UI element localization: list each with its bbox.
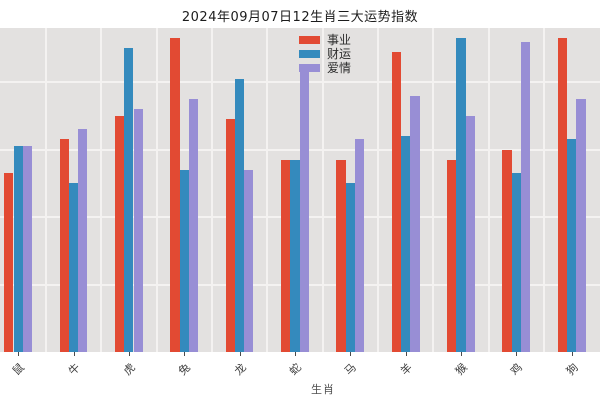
x-tick-label-鸡: 鸡 [508, 360, 526, 378]
vertical-gridline [321, 28, 324, 352]
bar-事业-猴 [447, 159, 457, 352]
bar-事业-鸡 [502, 149, 512, 352]
x-axis: 生肖 鼠 牛 虎 兔 龙 蛇 马 羊 猴 鸡 狗 [0, 352, 600, 400]
x-tick-label-猴: 猴 [452, 360, 470, 378]
x-tick-label-牛: 牛 [65, 360, 83, 378]
vertical-gridline [543, 28, 546, 352]
bar-爱情-龙 [244, 169, 254, 352]
bar-爱情-鼠 [22, 146, 33, 352]
x-tick-label-马: 马 [342, 360, 360, 378]
x-tick-mark [128, 352, 130, 356]
x-tick-mark [18, 352, 20, 356]
x-tick-mark [461, 352, 462, 356]
bar-事业-蛇 [280, 159, 291, 352]
legend-label-wealth: 财运 [327, 47, 352, 61]
career-color-swatch [299, 36, 320, 44]
x-tick-mark [294, 352, 296, 356]
x-tick-mark [239, 352, 241, 356]
vertical-gridline [100, 28, 103, 352]
bar-事业-鼠 [4, 173, 14, 352]
x-tick-label-羊: 羊 [397, 360, 415, 378]
x-tick-mark [73, 352, 75, 356]
bar-财运-鼠 [13, 146, 23, 352]
bar-财运-狗 [567, 139, 577, 352]
bar-事业-羊 [391, 51, 401, 352]
x-tick-mark [405, 352, 407, 356]
bar-事业-狗 [557, 38, 567, 352]
bar-财运-牛 [68, 183, 79, 352]
bar-爱情-虎 [133, 109, 143, 352]
vertical-gridline [432, 28, 435, 352]
legend-item-love: 爱情 [299, 61, 351, 75]
bar-财运-鸡 [511, 173, 521, 352]
wealth-color-swatch [299, 50, 320, 58]
chart-legend: 事业 财运 爱情 [299, 33, 351, 75]
bar-爱情-猴 [465, 115, 475, 352]
bar-爱情-蛇 [299, 71, 309, 352]
x-tick-label-兔: 兔 [176, 360, 194, 378]
legend-item-wealth: 财运 [299, 47, 351, 61]
x-tick-label-狗: 狗 [563, 360, 581, 378]
bar-财运-兔 [179, 169, 189, 352]
x-tick-label-鼠: 鼠 [10, 360, 28, 378]
bar-爱情-鸡 [520, 41, 531, 352]
bar-财运-马 [345, 183, 355, 352]
x-tick-mark [350, 352, 352, 356]
vertical-gridline [376, 28, 379, 352]
legend-label-career: 事业 [327, 33, 352, 47]
vertical-gridline [487, 28, 490, 352]
vertical-gridline [210, 28, 213, 352]
bar-财运-猴 [456, 38, 466, 352]
bar-财运-蛇 [290, 159, 300, 352]
bar-事业-马 [336, 159, 346, 352]
bar-爱情-羊 [410, 95, 420, 352]
bar-事业-兔 [170, 38, 180, 352]
x-tick-label-虎: 虎 [120, 360, 138, 378]
love-color-swatch [299, 64, 320, 72]
x-tick-mark [571, 352, 573, 356]
bar-爱情-狗 [576, 98, 586, 352]
vertical-gridline [155, 28, 158, 352]
plot-area: 事业 财运 爱情 [0, 28, 600, 352]
legend-item-career: 事业 [299, 33, 351, 47]
bar-财运-羊 [400, 136, 411, 352]
x-tick-label-蛇: 蛇 [286, 360, 304, 378]
bar-财运-龙 [234, 78, 245, 352]
bar-财运-虎 [124, 48, 134, 352]
x-tick-mark [516, 352, 518, 356]
bar-事业-龙 [225, 119, 235, 352]
vertical-gridline [44, 28, 47, 352]
bar-爱情-马 [354, 139, 365, 352]
vertical-gridline [266, 28, 269, 352]
bar-爱情-兔 [188, 98, 199, 352]
chart-title: 2024年09月07日12生肖三大运势指数 [181, 10, 419, 25]
x-tick-label-龙: 龙 [231, 360, 249, 378]
legend-label-love: 爱情 [327, 61, 352, 75]
x-tick-mark [184, 352, 186, 356]
x-axis-title: 生肖 [311, 383, 335, 396]
bar-爱情-牛 [78, 129, 88, 352]
bar-事业-牛 [59, 139, 69, 352]
bar-事业-虎 [114, 115, 125, 352]
